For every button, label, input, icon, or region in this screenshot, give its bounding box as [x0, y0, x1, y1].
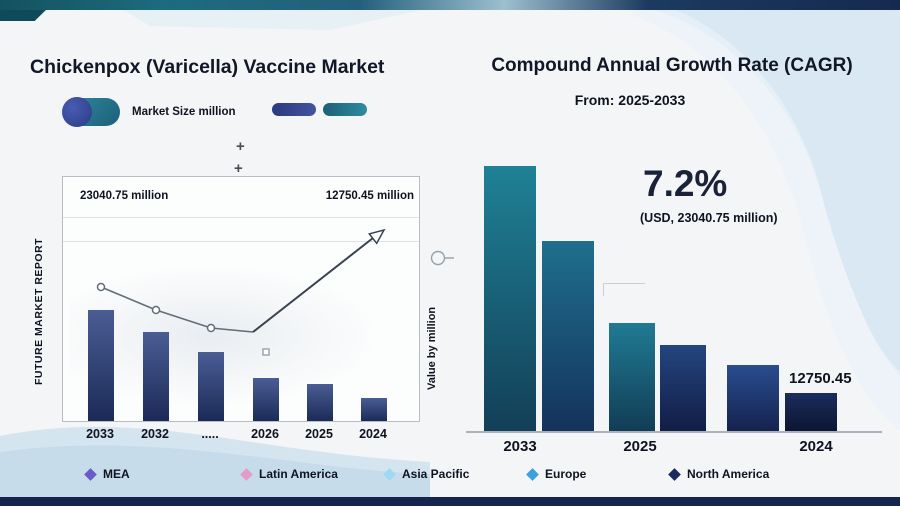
gridline: [63, 217, 419, 218]
legend-label: MEA: [103, 467, 130, 481]
market-size-pill-icon: [62, 97, 120, 127]
legend-label: North America: [687, 467, 770, 481]
legend-diamond-icon: [383, 467, 396, 481]
market-size-bar-2: [198, 352, 224, 421]
plus-decoration: +: [234, 160, 243, 177]
legend-diamond-icon: [84, 467, 97, 481]
region-legend: MEA Latin America Asia Pacific Europe North …: [0, 466, 900, 486]
page-title: Chickenpox (Varicella) Vaccine Market: [30, 56, 385, 78]
market-size-legend-label: Market Size million: [132, 106, 236, 118]
decorative-pill-navy: [272, 103, 316, 116]
legend-label: Latin America: [259, 467, 338, 481]
cagr-basis: (USD, 23040.75 million): [640, 211, 778, 225]
market-size-bar-4: [307, 384, 333, 421]
cagr-bar-2025-a: [609, 323, 655, 432]
legend-label: Europe: [545, 467, 587, 481]
legend-diamond-icon: [668, 467, 681, 481]
legend-diamond-icon: [240, 467, 253, 481]
market-size-bars: [63, 177, 419, 421]
market-size-chart: 23040.75 million 12750.45 million: [62, 176, 420, 422]
cagr-bar-2024-a: [727, 365, 779, 432]
bottom-accent-strip: [0, 497, 900, 506]
cagr-bar-2033-a: [484, 166, 536, 432]
legend-label: Asia Pacific: [402, 467, 470, 481]
legend-item-north-america: North America: [668, 466, 770, 482]
value-2033-label: 23040.75 million: [80, 190, 169, 202]
circle-line-decoration: [430, 250, 456, 271]
legend-item-latin-america: Latin America: [240, 466, 338, 482]
legend-item-europe: Europe: [526, 466, 587, 482]
plus-decoration: +: [236, 138, 245, 155]
cagr-chart-baseline: [466, 431, 882, 433]
gridline: [63, 241, 419, 242]
market-size-bar-5: [361, 398, 387, 421]
cagr-x-label-2024: 2024: [799, 438, 833, 455]
cagr-chart-x-labels: 2033 2025 2024: [0, 438, 900, 458]
market-size-bar-1: [143, 332, 169, 421]
top-accent-strip: [0, 0, 900, 10]
pill-dot-icon: [62, 97, 92, 127]
cagr-bar-2033-b: [542, 241, 594, 432]
chart-background-blob: [69, 265, 381, 407]
decorative-pill-teal: [323, 103, 367, 116]
legend-item-asia-pacific: Asia Pacific: [383, 466, 470, 482]
corner-accent: [0, 0, 56, 21]
trend-arrow: [96, 228, 386, 356]
market-size-legend: Market Size million: [62, 97, 236, 127]
cagr-x-label-2025: 2025: [623, 438, 657, 455]
value-2024-label: 12750.45 million: [325, 190, 414, 202]
decorative-pills: [272, 103, 374, 121]
cagr-x-label-2033: 2033: [503, 438, 537, 455]
value-axis-label: Value by million: [426, 306, 438, 390]
left-vertical-label: FUTURE MARKET REPORT: [33, 237, 45, 385]
cagr-2024-value-label: 12750.45: [789, 370, 852, 387]
cagr-value: 7.2%: [643, 163, 728, 204]
legend-item-mea: MEA: [84, 466, 130, 482]
legend-diamond-icon: [526, 467, 539, 481]
cagr-subtitle: From: 2025-2033: [574, 92, 686, 108]
market-size-bar-0: [88, 310, 114, 421]
cagr-title: Compound Annual Growth Rate (CAGR): [491, 55, 853, 76]
step-decoration: [603, 283, 645, 296]
market-size-bar-3: [253, 378, 279, 421]
cagr-bar-2025-b: [660, 345, 706, 432]
